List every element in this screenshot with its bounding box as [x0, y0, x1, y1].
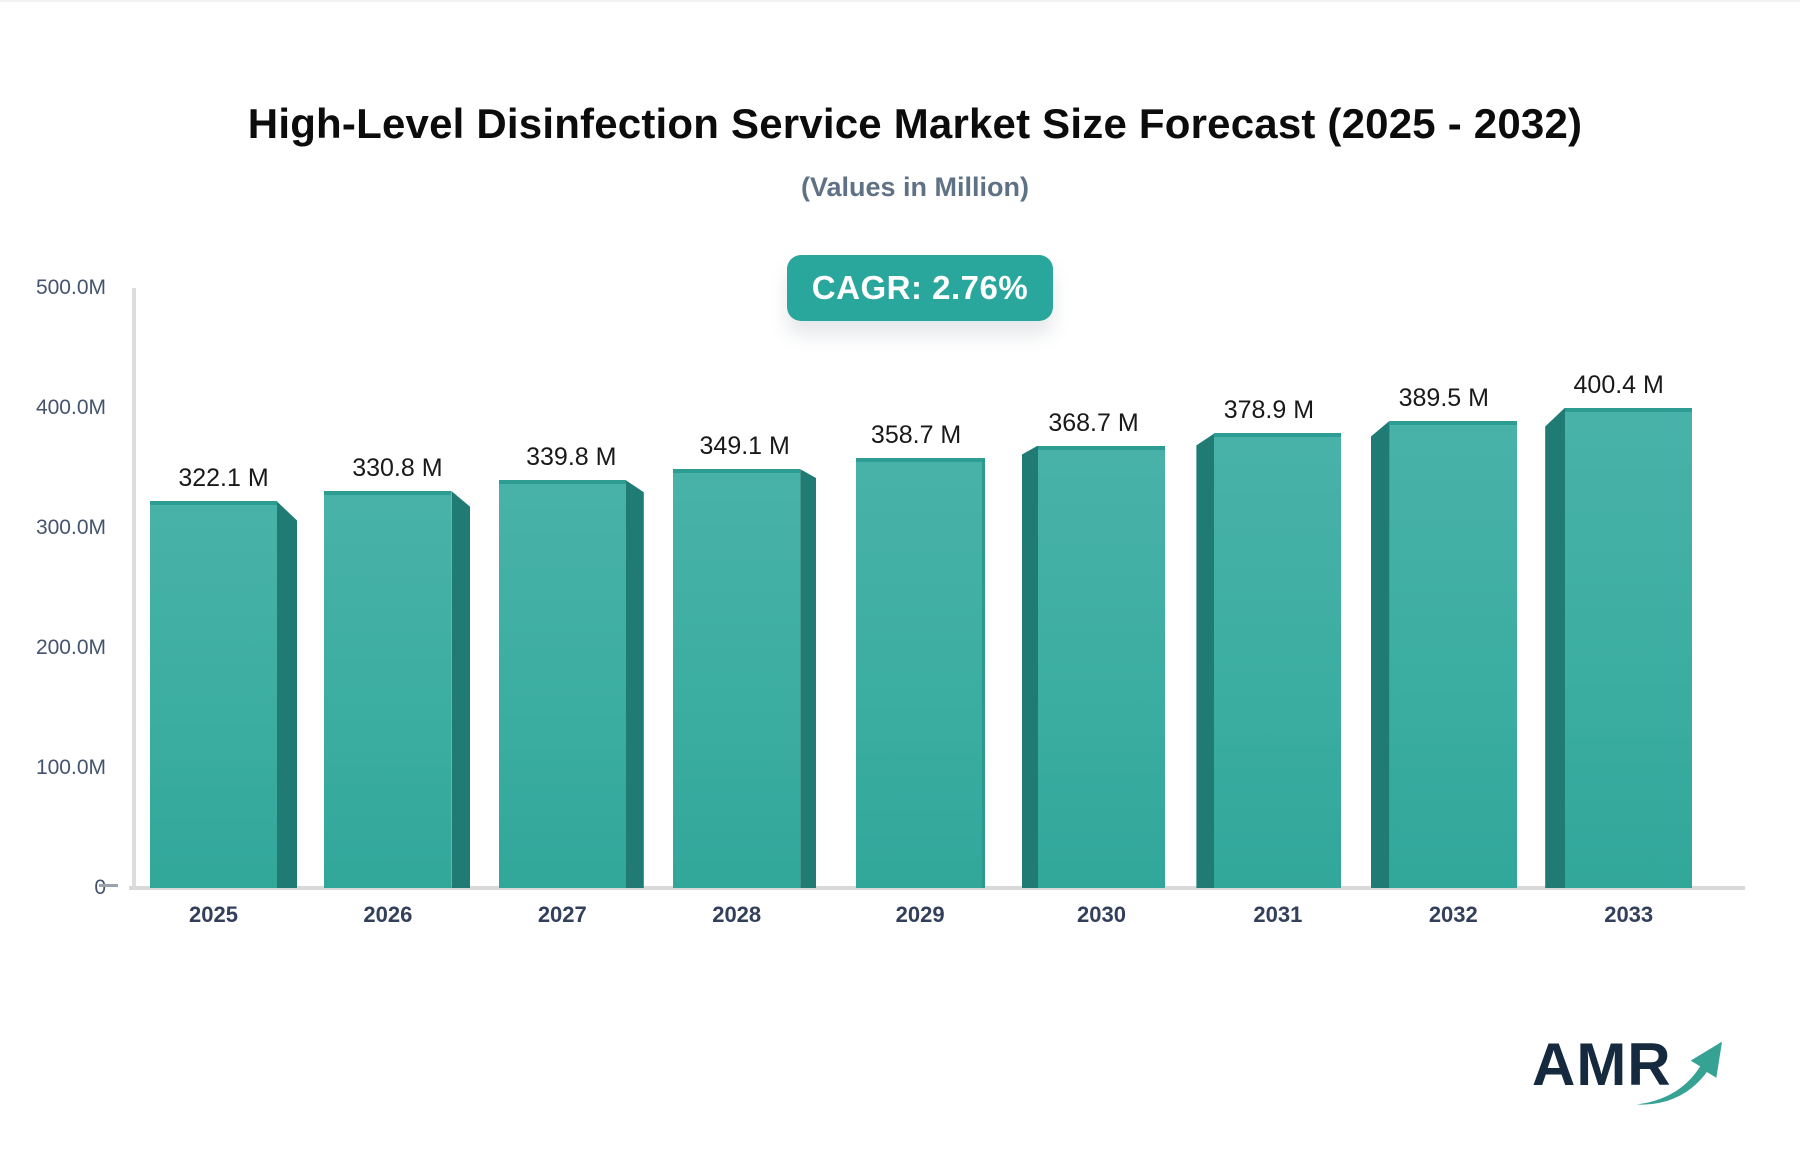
bar-value-label-2030: 368.7 M — [1048, 408, 1139, 437]
bar-side-2033 — [1545, 407, 1566, 888]
x-axis-label-2030: 2030 — [1077, 902, 1126, 927]
bar-value-label-2028: 349.1 M — [699, 432, 790, 461]
x-axis-label-2026: 2026 — [363, 902, 413, 927]
x-axis-label-2027: 2027 — [537, 902, 587, 927]
bar-2027 — [498, 480, 644, 888]
bar-side-2028 — [800, 469, 817, 888]
bar-value-label-2026: 330.8 M — [352, 454, 443, 483]
bar-value-label-2027: 339.8 M — [526, 443, 617, 472]
bar-side-2025 — [277, 501, 297, 888]
x-axis-label-2032: 2032 — [1428, 902, 1478, 927]
bar-side-2027 — [625, 480, 644, 888]
bar-2033 — [1545, 407, 1693, 888]
bar-face-2025 — [150, 501, 277, 888]
bar-face-2032 — [1389, 420, 1517, 888]
amr-logo-text: AMR — [1532, 1031, 1672, 1098]
x-axis-label-2031: 2031 — [1253, 902, 1303, 927]
bar-face-2029 — [855, 457, 985, 888]
x-axis-label-2028: 2028 — [712, 902, 762, 927]
bar-value-label-2031: 378.9 M — [1223, 396, 1315, 425]
bar-2026 — [324, 491, 471, 888]
bar-face-2028 — [673, 469, 801, 888]
bar-value-label-2032: 389.5 M — [1398, 383, 1489, 412]
bar-2030 — [1022, 445, 1165, 888]
bar-side-2030 — [1022, 445, 1038, 888]
bar-2025 — [150, 501, 297, 888]
cagr-badge: CAGR: 2.76% — [787, 255, 1053, 321]
bar-face-2026 — [324, 491, 452, 888]
chart-subtitle: (Values in Million) — [800, 172, 1030, 202]
y-tick-mark-0 — [99, 884, 118, 887]
bar-face-2031 — [1214, 433, 1342, 888]
bar-value-label-2029: 358.7 M — [870, 420, 962, 449]
x-axis-label-2029: 2029 — [895, 902, 945, 927]
bar-2031 — [1196, 433, 1342, 888]
x-axis-line — [129, 886, 1745, 890]
y-tick-label-400.0M: 400.0M — [35, 396, 106, 419]
chart-title: High-Level Disinfection Service Market S… — [247, 100, 1583, 147]
cagr-badge-label: CAGR: 2.76% — [811, 269, 1029, 306]
x-axis-label-2025: 2025 — [189, 902, 238, 927]
bar-side-2026 — [451, 491, 471, 888]
bar-side-2032 — [1370, 420, 1390, 888]
bar-value-label-2033: 400.4 M — [1573, 370, 1664, 399]
bar-face-2030 — [1038, 445, 1165, 888]
y-tick-label-300.0M: 300.0M — [35, 516, 106, 539]
bar-2028 — [673, 469, 817, 888]
bar-side-2031 — [1196, 433, 1215, 888]
growth-arrow-icon — [1636, 1041, 1723, 1105]
bar-2029 — [848, 457, 985, 888]
y-tick-label-0: 0 — [94, 876, 106, 899]
bar-face-2033 — [1565, 407, 1693, 888]
x-axis-label-2033: 2033 — [1604, 902, 1654, 927]
page-top-border — [0, 0, 1800, 2]
y-tick-label-200.0M: 200.0M — [35, 636, 106, 659]
amr-logo: AMR — [1518, 1030, 1738, 1120]
y-axis-line — [132, 288, 136, 888]
y-tick-label-500.0M: 500.0M — [35, 276, 106, 299]
bar-value-label-2025: 322.1 M — [178, 464, 269, 493]
bar-face-2027 — [498, 480, 626, 888]
bar-2032 — [1370, 420, 1517, 888]
y-tick-label-100.0M: 100.0M — [35, 756, 106, 779]
